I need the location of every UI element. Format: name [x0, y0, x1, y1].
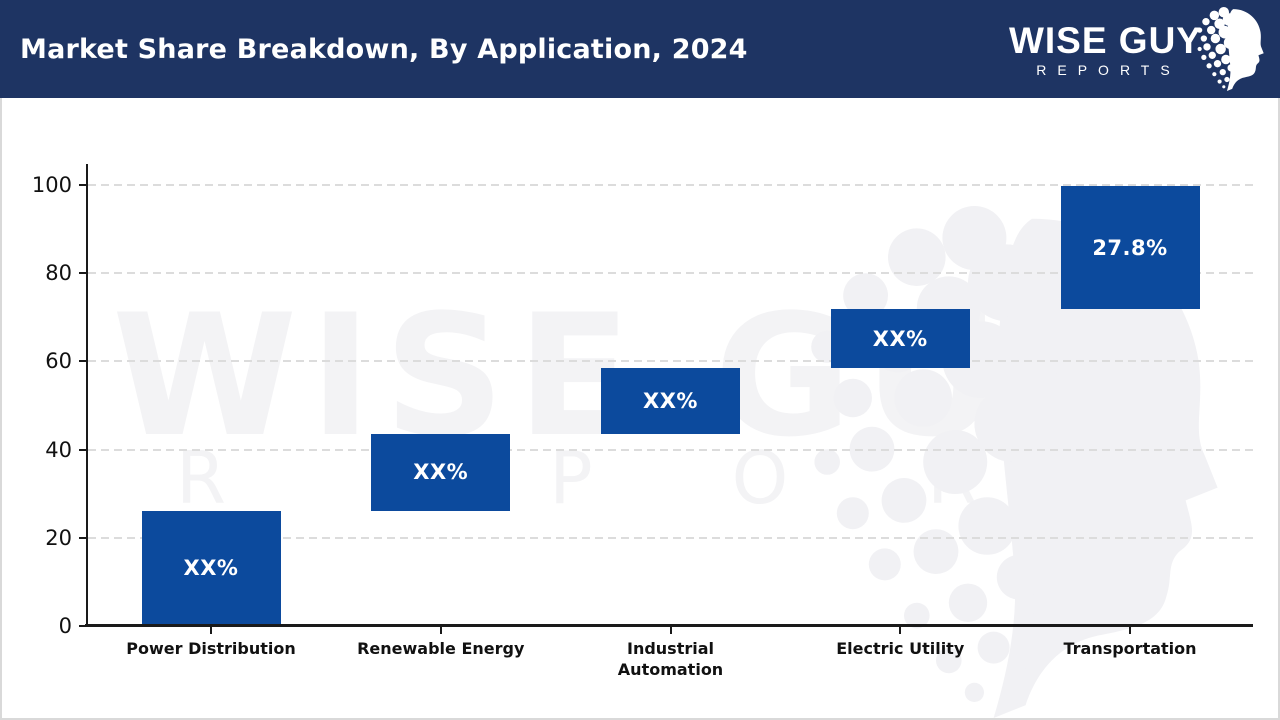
y-tick-label-20: 20: [45, 525, 72, 550]
x-tick-electric-utility: [899, 627, 902, 634]
bar-value-label-transportation: 27.8%: [1092, 235, 1168, 260]
chart-area: WISE GUY R E P O R T S 020406080100XX%Po…: [0, 98, 1280, 720]
x-tick-label-power-distribution: Power Distribution: [126, 639, 296, 658]
y-tick-80: [79, 272, 87, 275]
gridline-40: [88, 448, 1253, 451]
y-axis-line: [86, 164, 88, 627]
y-tick-label-60: 60: [45, 349, 72, 374]
brand-name: WISE GUY: [1008, 19, 1202, 61]
bar-renewable-energy: XX%: [371, 433, 511, 511]
x-tick-label-industrial-automation: Industrial Automation: [617, 639, 724, 679]
x-tick-power-distribution: [210, 627, 212, 634]
page-border-right: [1278, 98, 1280, 720]
page-title: Market Share Breakdown, By Application, …: [20, 33, 748, 65]
x-tick-label-transportation: Transportation: [1063, 639, 1197, 658]
y-tick-label-80: 80: [45, 261, 72, 286]
gridline-20: [88, 536, 1253, 539]
header-bar: Market Share Breakdown, By Application, …: [0, 0, 1280, 98]
x-tick-renewable-energy: [439, 627, 442, 634]
y-tick-label-0: 0: [58, 614, 72, 638]
y-tick-60: [79, 360, 87, 363]
page-border-bottom: [0, 718, 1280, 720]
x-tick-label-electric-utility: Electric Utility: [836, 639, 965, 658]
x-tick-industrial-automation: [669, 627, 672, 634]
bar-electric-utility: XX%: [830, 308, 970, 369]
bar-value-label-industrial-automation: XX%: [643, 389, 698, 414]
y-tick-label-100: 100: [31, 173, 72, 197]
bar-power-distribution: XX%: [141, 510, 281, 626]
bar-value-label-electric-utility: XX%: [872, 326, 928, 351]
bar-transportation: 27.8%: [1060, 186, 1200, 309]
brand-logo: WISE GUY REPORTS: [1009, 7, 1270, 91]
y-tick-20: [79, 536, 87, 539]
y-tick-100: [79, 184, 87, 186]
bar-industrial-automation: XX%: [601, 368, 740, 434]
x-tick-transportation: [1129, 627, 1131, 634]
brand-subname: REPORTS: [1036, 61, 1181, 78]
y-tick-0: [79, 625, 87, 627]
bar-value-label-power-distribution: XX%: [183, 556, 239, 581]
page-border-left: [0, 98, 2, 720]
gridline-60: [88, 360, 1253, 363]
gridline-80: [88, 272, 1253, 275]
brand-face-icon: [1186, 7, 1270, 91]
brand-logo-text: WISE GUY REPORTS: [1009, 22, 1202, 77]
x-axis-line: [85, 624, 1253, 627]
y-tick-40: [79, 448, 87, 451]
y-tick-label-40: 40: [45, 437, 72, 462]
bar-value-label-renewable-energy: XX%: [413, 460, 469, 485]
gridline-100: [88, 184, 1253, 186]
x-tick-label-renewable-energy: Renewable Energy: [357, 639, 525, 658]
